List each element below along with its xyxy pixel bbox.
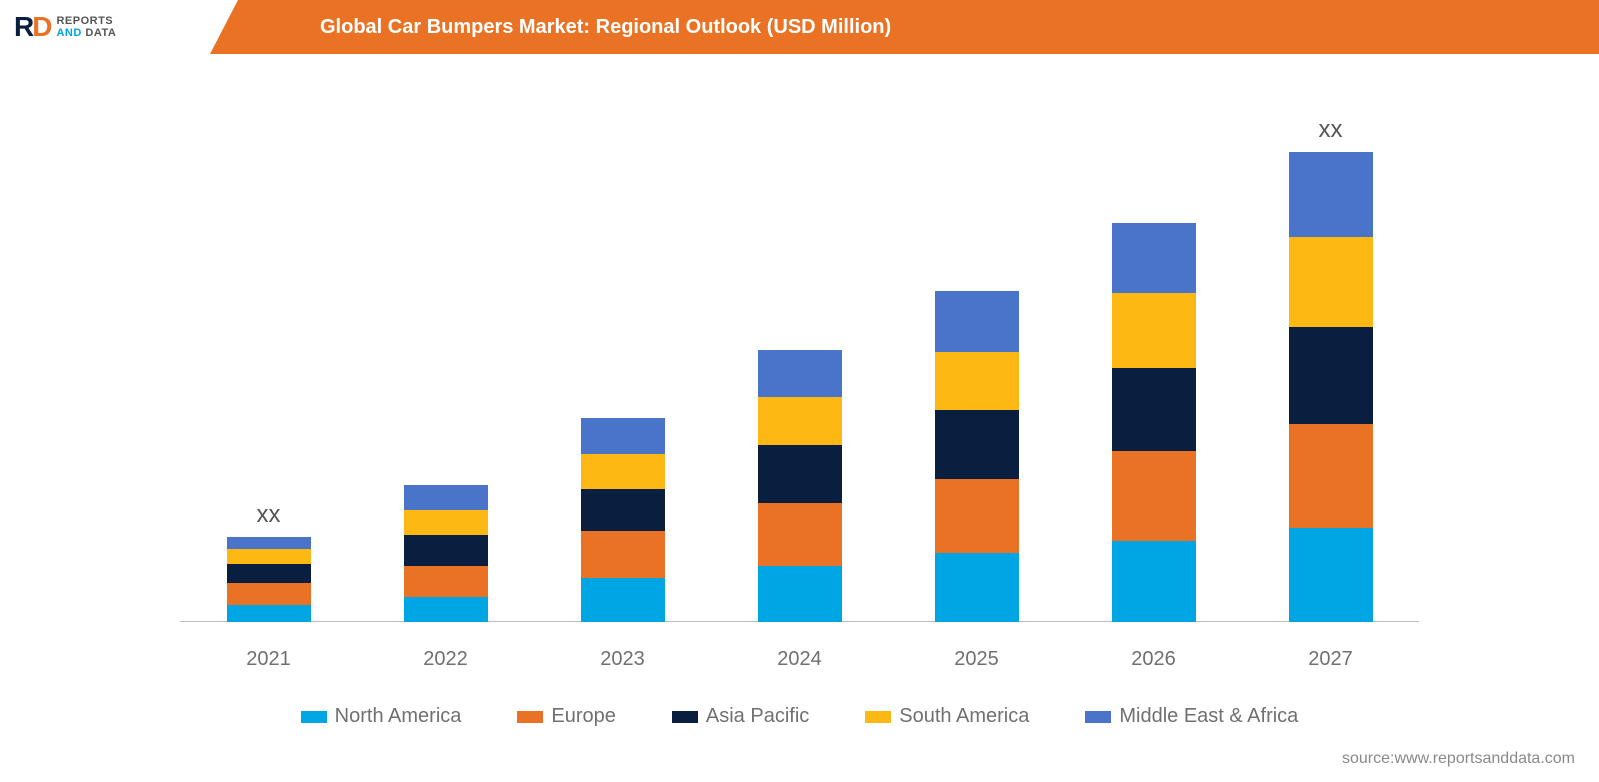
bar: [404, 485, 488, 622]
bar-segment: [1112, 451, 1196, 540]
legend: North America Europe Asia Pacific South Ame…: [0, 705, 1599, 728]
header-banner: RD REPORTS AND DATA Global Car Bumpers M…: [0, 0, 1599, 54]
legend-swatch: [301, 711, 327, 723]
bar: xx: [227, 537, 311, 622]
chart: xxxx: [180, 100, 1419, 622]
logo-line1: REPORTS: [56, 15, 113, 27]
bar-segment: [935, 352, 1019, 410]
page: RD REPORTS AND DATA Global Car Bumpers M…: [0, 0, 1599, 782]
x-axis-labels: 2021 2022 2023 2024 2025 2026 2027: [180, 648, 1419, 678]
bar-segment: [404, 597, 488, 622]
bar-segment: [1289, 237, 1373, 326]
legend-swatch: [672, 711, 698, 723]
x-label: 2024: [777, 648, 822, 671]
logo-line2b: DATA: [82, 27, 116, 39]
bar: [758, 350, 842, 622]
bar-annotation: xx: [1319, 116, 1343, 152]
bar-segment: [1112, 368, 1196, 451]
bar-segment: [1289, 528, 1373, 622]
x-label: 2023: [600, 648, 645, 671]
bar-segment: [758, 503, 842, 565]
legend-swatch: [1085, 711, 1111, 723]
bar-segment: [758, 350, 842, 398]
legend-item: Asia Pacific: [672, 705, 809, 728]
x-label: 2022: [423, 648, 468, 671]
bar-segment: [1289, 327, 1373, 425]
legend-item: South America: [865, 705, 1029, 728]
legend-label: Asia Pacific: [706, 705, 809, 728]
legend-item: Europe: [517, 705, 616, 728]
bar: [935, 291, 1019, 622]
x-label: 2021: [246, 648, 291, 671]
bar-segment: [581, 489, 665, 531]
logo-and: AND: [56, 27, 81, 39]
legend-label: Europe: [551, 705, 616, 728]
bar-segment: [1112, 293, 1196, 368]
bar-segment: [1289, 424, 1373, 528]
bar-segment: [935, 479, 1019, 554]
bar: [581, 418, 665, 622]
bar-segment: [581, 454, 665, 489]
bar-segment: [935, 553, 1019, 622]
bar-segment: [1112, 223, 1196, 294]
bar-segment: [758, 445, 842, 503]
x-label: 2025: [954, 648, 999, 671]
bar: xx: [1289, 152, 1373, 622]
bar-segment: [758, 566, 842, 622]
legend-label: North America: [335, 705, 462, 728]
bar-segment: [404, 510, 488, 535]
legend-swatch: [517, 711, 543, 723]
legend-swatch: [865, 711, 891, 723]
bar-segment: [581, 418, 665, 453]
bar-segment: [227, 605, 311, 622]
source-text: source:www.reportsanddata.com: [1342, 750, 1575, 768]
logo: RD REPORTS AND DATA: [0, 0, 210, 54]
bar-segment: [935, 410, 1019, 479]
logo-text: REPORTS AND DATA: [56, 15, 116, 39]
bar-segment: [581, 531, 665, 579]
bar-segment: [935, 291, 1019, 351]
legend-item: North America: [301, 705, 462, 728]
logo-glyph: RD: [14, 11, 50, 43]
bar-segment: [581, 578, 665, 622]
bar-segment: [758, 397, 842, 445]
bar-segment: [1112, 541, 1196, 622]
page-title: Global Car Bumpers Market: Regional Outl…: [320, 16, 891, 39]
x-label: 2026: [1131, 648, 1176, 671]
bar: [1112, 223, 1196, 622]
bar-segment: [404, 566, 488, 597]
bar-segment: [227, 537, 311, 549]
legend-label: South America: [899, 705, 1029, 728]
bar-segment: [227, 583, 311, 606]
legend-item: Middle East & Africa: [1085, 705, 1298, 728]
x-label: 2027: [1308, 648, 1353, 671]
bar-segment: [227, 564, 311, 583]
logo-mark: RD REPORTS AND DATA: [14, 11, 116, 43]
bar-segment: [404, 485, 488, 510]
legend-label: Middle East & Africa: [1119, 705, 1298, 728]
bar-segment: [404, 535, 488, 566]
bar-segment: [227, 549, 311, 564]
bar-annotation: xx: [257, 501, 281, 537]
bar-segment: [1289, 152, 1373, 237]
